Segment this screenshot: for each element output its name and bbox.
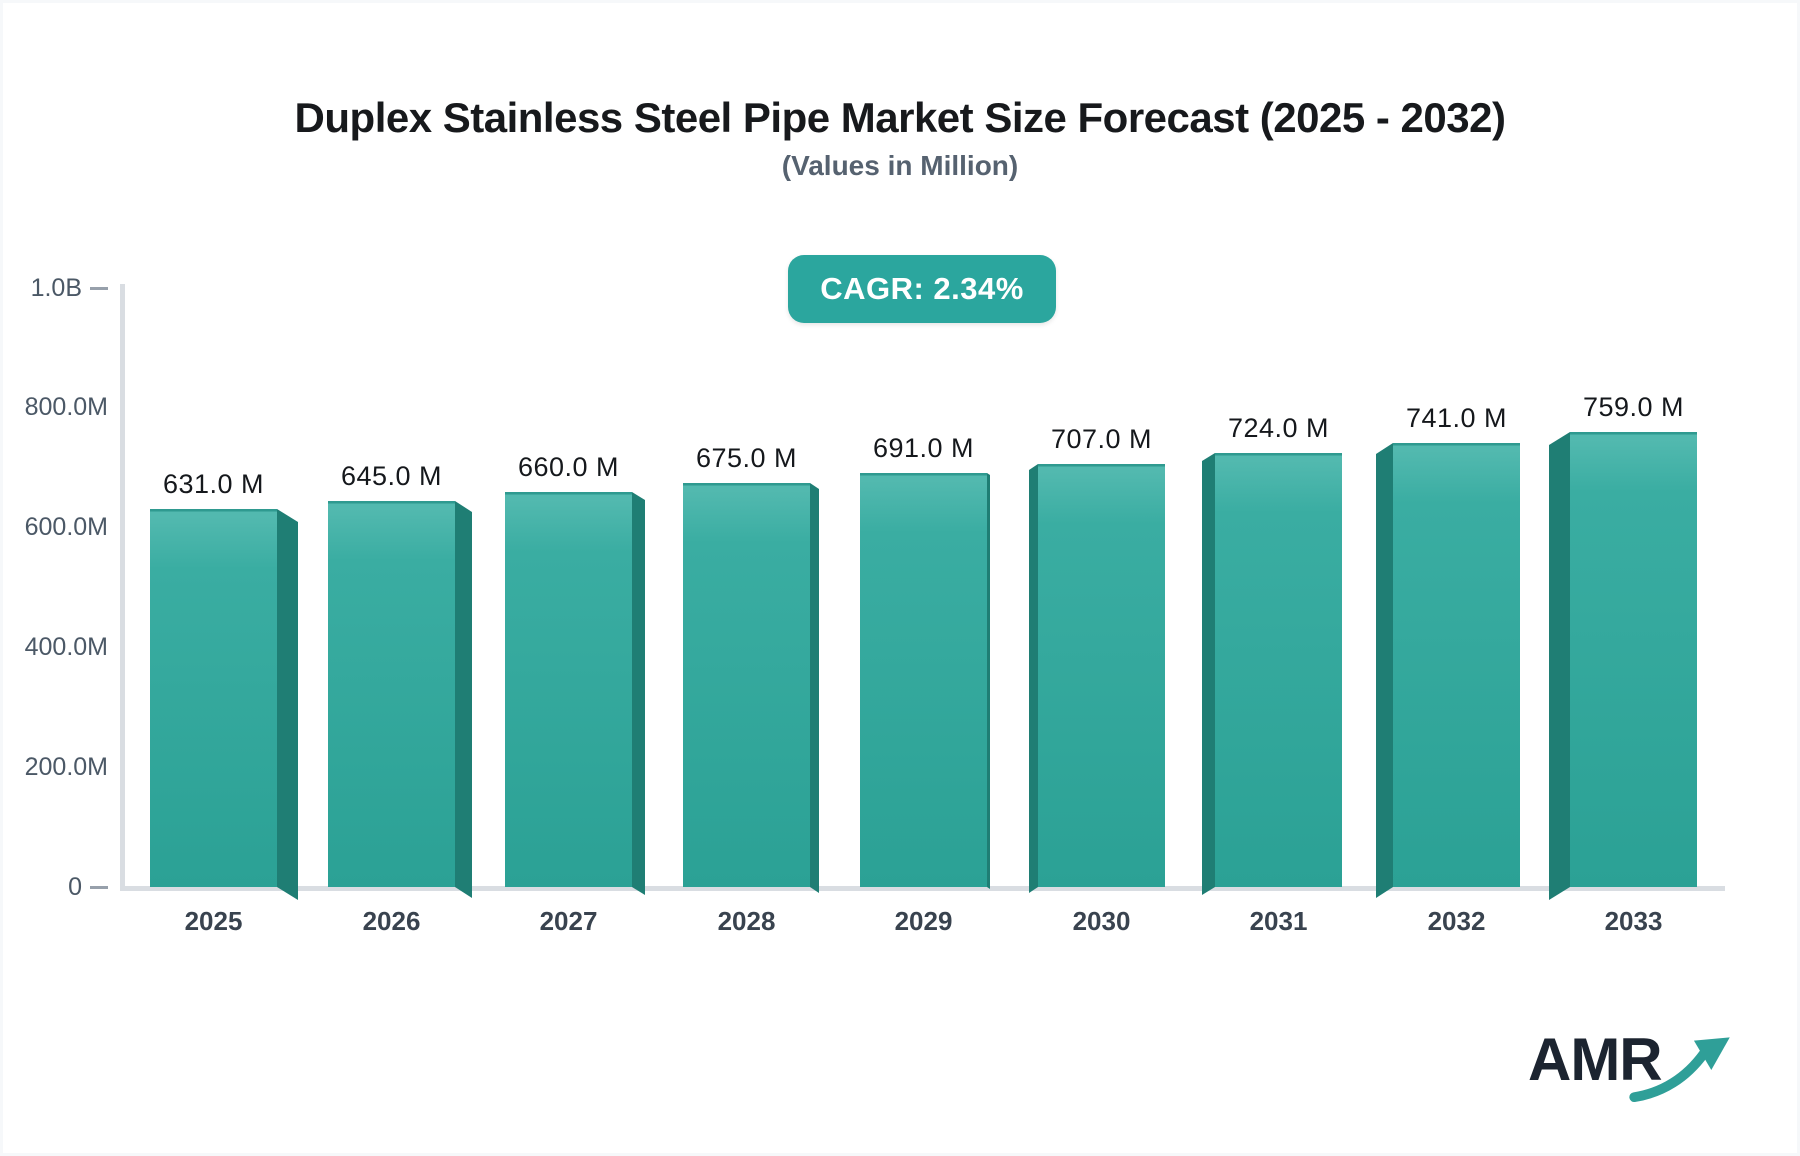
bar-side (632, 492, 645, 895)
y-tick: 0 (0, 871, 108, 903)
bar-face (1393, 443, 1520, 887)
amr-logo-text: AMR (1528, 1026, 1663, 1093)
y-tick-dash (90, 885, 108, 889)
y-tick: 600.0M (0, 512, 108, 544)
bar-face (860, 473, 987, 887)
x-tick-label: 2032 (1427, 906, 1486, 936)
cagr-badge-label: CAGR: 2.34% (820, 271, 1024, 306)
bar-side (1029, 464, 1038, 893)
bar-side (1376, 443, 1393, 898)
chart-title: Duplex Stainless Steel Pipe Market Size … (294, 94, 1506, 141)
y-tick-label: 0 (68, 872, 82, 901)
x-tick-label: 2033 (1604, 906, 1663, 936)
bar-side (810, 483, 819, 893)
x-tick-label: 2028 (717, 906, 776, 936)
bar-face (1038, 464, 1165, 887)
x-tick-label: 2025 (184, 906, 243, 936)
y-tick-label: 200.0M (24, 752, 108, 781)
x-tick-label: 2026 (362, 906, 421, 936)
bar-face (1215, 453, 1342, 887)
y-tick: 200.0M (0, 751, 108, 783)
x-tick-label: 2029 (894, 906, 953, 936)
bar-value-label: 631.0 M (162, 469, 265, 499)
x-tick-label: 2030 (1072, 906, 1131, 936)
y-tick-label: 400.0M (24, 632, 108, 661)
y-tick: 1.0B (0, 272, 108, 304)
bar-value-label: 707.0 M (1050, 424, 1153, 454)
y-tick: 400.0M (0, 631, 108, 663)
bar-side (1549, 432, 1570, 900)
bar-value-label: 741.0 M (1405, 403, 1508, 433)
trending-up-arrow-icon (1629, 1037, 1730, 1103)
bar-value-label: 724.0 M (1227, 413, 1330, 443)
amr-logo: AMR (1528, 1026, 1730, 1116)
bar-face (328, 501, 455, 887)
x-tick-label: 2027 (539, 906, 598, 936)
x-axis-line (120, 886, 1725, 891)
y-tick-label: 800.0M (24, 393, 108, 422)
bar-face (505, 492, 632, 887)
bar-value-label: 691.0 M (872, 433, 975, 463)
y-tick-dash (90, 286, 108, 290)
bar-value-label: 660.0 M (517, 452, 620, 482)
cagr-badge: CAGR: 2.34% (788, 255, 1056, 323)
bar-side (277, 509, 298, 900)
bar-value-label: 675.0 M (695, 443, 798, 473)
bar-side (455, 501, 472, 898)
chart-subtitle: (Values in Million) (781, 150, 1019, 181)
bar-value-label: 759.0 M (1582, 392, 1685, 422)
x-tick-label: 2031 (1249, 906, 1308, 936)
y-tick-label: 600.0M (24, 513, 108, 542)
bar-face (1570, 432, 1697, 887)
y-tick-label: 1.0B (30, 273, 82, 302)
y-axis-line (120, 284, 125, 890)
bar-side (1202, 453, 1215, 895)
y-tick: 800.0M (0, 392, 108, 424)
bar-face (683, 483, 810, 887)
bar-side (987, 473, 990, 889)
bar-value-label: 645.0 M (340, 461, 443, 491)
bar-face (150, 509, 277, 887)
